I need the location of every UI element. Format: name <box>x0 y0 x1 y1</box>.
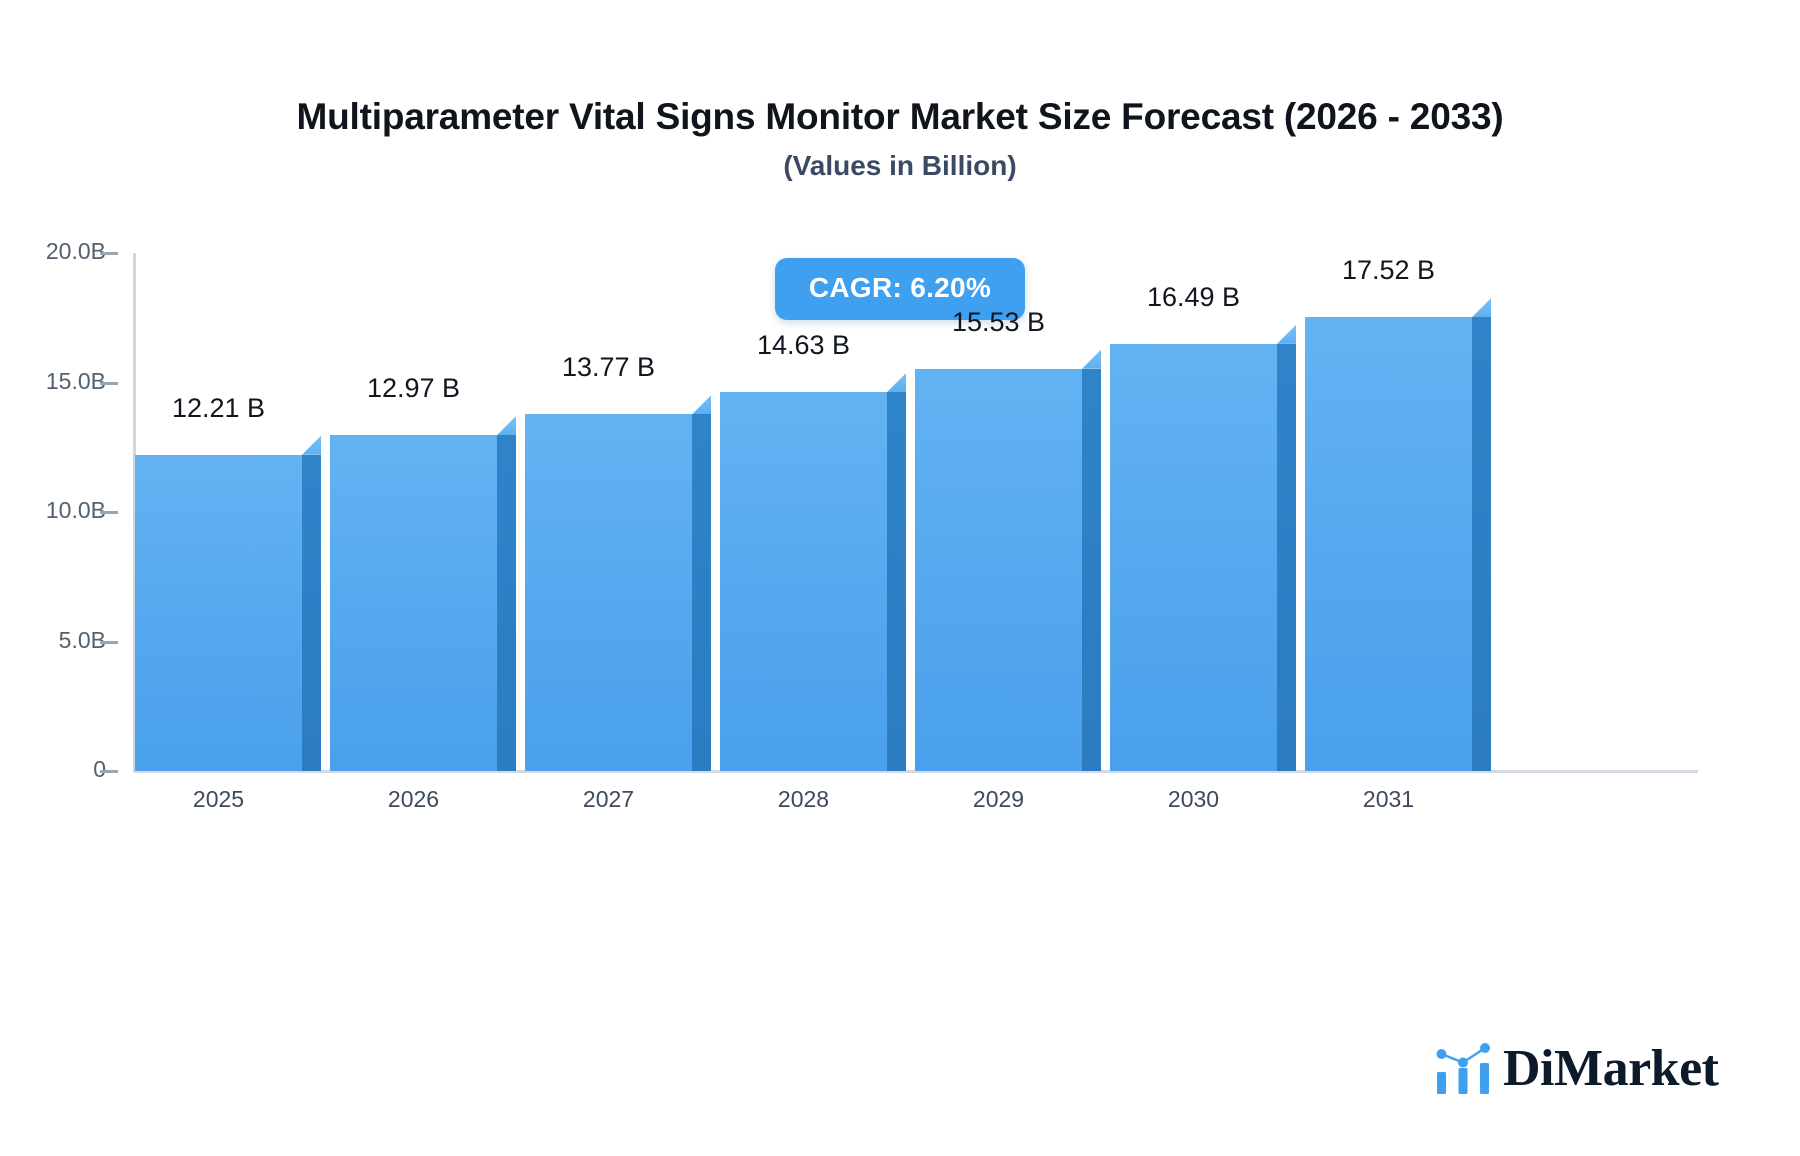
bar-top-bevel <box>497 416 516 436</box>
bar-top-bevel <box>302 435 321 455</box>
bar-value-label: 13.77 B <box>561 352 656 383</box>
bar-front-face <box>915 368 1082 771</box>
bar-front-face <box>330 435 497 771</box>
y-tick-mark <box>100 511 118 514</box>
bar-top-bevel <box>692 395 711 415</box>
bar-side-face <box>497 435 516 771</box>
x-axis-line <box>133 770 1698 773</box>
bar-value-label: 12.97 B <box>366 373 461 404</box>
y-tick-label: 20.0B <box>45 238 106 264</box>
bar-value-label: 16.49 B <box>1146 281 1241 312</box>
bar-front-face <box>135 454 302 771</box>
bar-value-label: 15.53 B <box>951 306 1046 337</box>
bar-2030[interactable] <box>1110 324 1296 771</box>
bar-2026[interactable] <box>330 416 516 771</box>
x-tick-label-2030: 2030 <box>1167 786 1220 812</box>
bar-side-face <box>692 414 711 771</box>
x-tick-label-2028: 2028 <box>777 786 830 812</box>
bar-front-face <box>1305 317 1472 771</box>
bar-2028[interactable] <box>720 373 906 771</box>
cagr-badge-container: CAGR: 6.20% <box>0 258 1800 320</box>
x-tick-label-2026: 2026 <box>387 786 440 812</box>
bar-2027[interactable] <box>525 395 711 771</box>
bar-value-label: 12.21 B <box>171 392 266 423</box>
bar-top-bevel <box>1082 349 1101 369</box>
x-tick-label-2027: 2027 <box>582 786 635 812</box>
bar-2029[interactable] <box>915 349 1101 771</box>
bar-2031[interactable] <box>1305 298 1491 771</box>
bar-top-bevel <box>1277 324 1296 344</box>
y-tick-mark <box>100 381 118 385</box>
bar-side-face <box>887 392 906 771</box>
x-tick-label-2031: 2031 <box>1362 786 1415 812</box>
bar-front-face <box>1110 343 1277 771</box>
y-tick-mark <box>100 770 118 773</box>
y-tick-label: 10.0B <box>45 497 106 523</box>
x-tick-label-2029: 2029 <box>972 786 1025 812</box>
bar-value-label: 14.63 B <box>756 330 851 361</box>
y-tick-label: 5.0B <box>58 626 106 653</box>
page-title: Multiparameter Vital Signs Monitor Marke… <box>296 96 1504 137</box>
bar-front-face <box>720 392 887 771</box>
bar-side-face <box>1472 317 1491 771</box>
brand-logo: DiMarket <box>1435 1040 1719 1097</box>
bar-chart-icon <box>1436 1043 1490 1094</box>
bar-2025[interactable] <box>135 435 321 771</box>
bar-top-bevel <box>1472 298 1491 318</box>
y-tick-mark <box>100 252 118 255</box>
bar-front-face <box>525 414 692 771</box>
bar-side-face <box>302 454 321 771</box>
y-tick-mark <box>100 640 118 644</box>
y-tick-label: 15.0B <box>45 367 106 394</box>
bar-value-label: 17.52 B <box>1341 255 1436 286</box>
y-tick-label: 0 <box>93 756 106 782</box>
y-axis-line <box>133 253 136 771</box>
brand-name: DiMarket <box>1503 1040 1719 1097</box>
bar-top-bevel <box>887 373 906 393</box>
x-tick-label-2025: 2025 <box>192 786 245 812</box>
bar-side-face <box>1277 343 1296 771</box>
page-subtitle: (Values in Billion) <box>783 150 1017 181</box>
bar-side-face <box>1082 368 1101 771</box>
cagr-badge: CAGR: 6.20% <box>774 258 1026 320</box>
